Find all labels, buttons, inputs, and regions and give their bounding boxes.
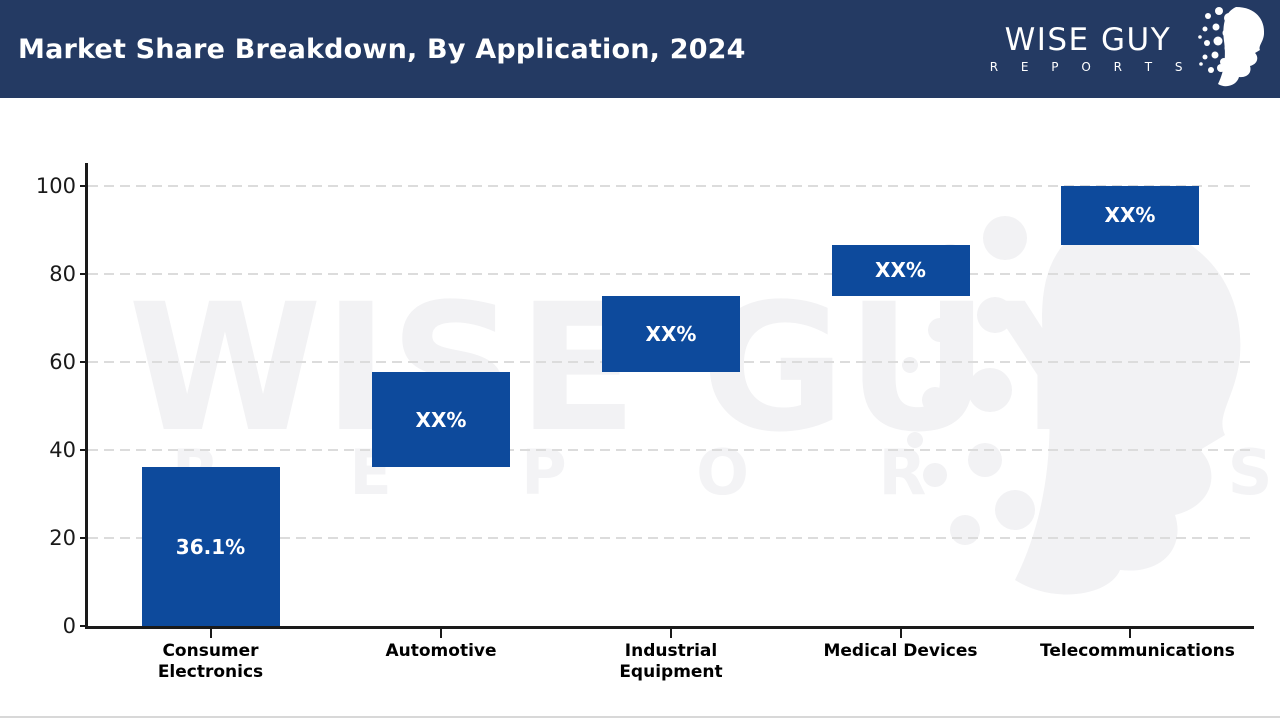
bar-consumer-electronics: 36.1% <box>141 467 280 626</box>
x-label-consumer-electronics: Consumer Electronics <box>157 641 264 683</box>
y-tick-label-40: 40 <box>49 438 76 462</box>
y-tick-100 <box>80 185 88 187</box>
y-tick-40 <box>80 449 88 451</box>
y-tick-label-0: 0 <box>62 614 76 638</box>
y-tick-60 <box>80 361 88 363</box>
x-tick-automotive <box>440 629 442 638</box>
bar-telecommunications: XX% <box>1061 186 1199 245</box>
x-label-industrial-equipment: Industrial Equipment <box>619 641 723 683</box>
bar-automotive: XX% <box>372 372 510 468</box>
x-axis-spine <box>85 626 1254 629</box>
x-tick-telecommunications <box>1129 629 1131 638</box>
x-label-medical-devices: Medical Devices <box>823 641 978 661</box>
y-tick-20 <box>80 537 88 539</box>
y-axis-spine <box>85 163 88 629</box>
bar-industrial-equipment: XX% <box>602 296 740 373</box>
watermark-face-icon <box>880 200 1270 604</box>
y-tick-label-60: 60 <box>49 350 76 374</box>
x-tick-industrial-equipment <box>670 629 672 638</box>
bottom-divider <box>0 716 1280 718</box>
y-tick-label-80: 80 <box>49 262 76 286</box>
x-label-telecommunications: Telecommunications <box>1040 641 1235 661</box>
face-profile-dots-icon <box>1194 4 1268 94</box>
logo-wordmark: WISE GUY <box>1004 21 1172 58</box>
x-label-automotive: Automotive <box>385 641 497 661</box>
gridline-y-100 <box>88 185 1254 187</box>
y-tick-label-100: 100 <box>35 174 76 198</box>
bar-value-label: XX% <box>645 322 697 347</box>
bar-value-label: XX% <box>1104 203 1156 228</box>
y-tick-0 <box>80 625 88 627</box>
logo-text: WISE GUY R E P O R T S <box>984 21 1192 74</box>
y-tick-label-20: 20 <box>49 526 76 550</box>
x-tick-medical-devices <box>899 629 902 638</box>
logo-subtitle: R E P O R T S <box>989 59 1192 74</box>
bar-medical-devices: XX% <box>831 244 970 296</box>
bar-value-label: XX% <box>875 258 926 283</box>
gridline-y-40 <box>88 449 1254 451</box>
wise-guy-reports-logo: WISE GUY R E P O R T S <box>984 4 1280 94</box>
bar-value-label: XX% <box>415 407 467 432</box>
gridline-y-20 <box>88 537 1254 539</box>
y-tick-80 <box>80 273 88 275</box>
header-bar: Market Share Breakdown, By Application, … <box>0 0 1280 98</box>
x-tick-consumer-electronics <box>209 629 212 638</box>
page-title: Market Share Breakdown, By Application, … <box>18 33 746 65</box>
bar-value-label: 36.1% <box>175 534 246 559</box>
gridline-y-80 <box>88 273 1254 275</box>
